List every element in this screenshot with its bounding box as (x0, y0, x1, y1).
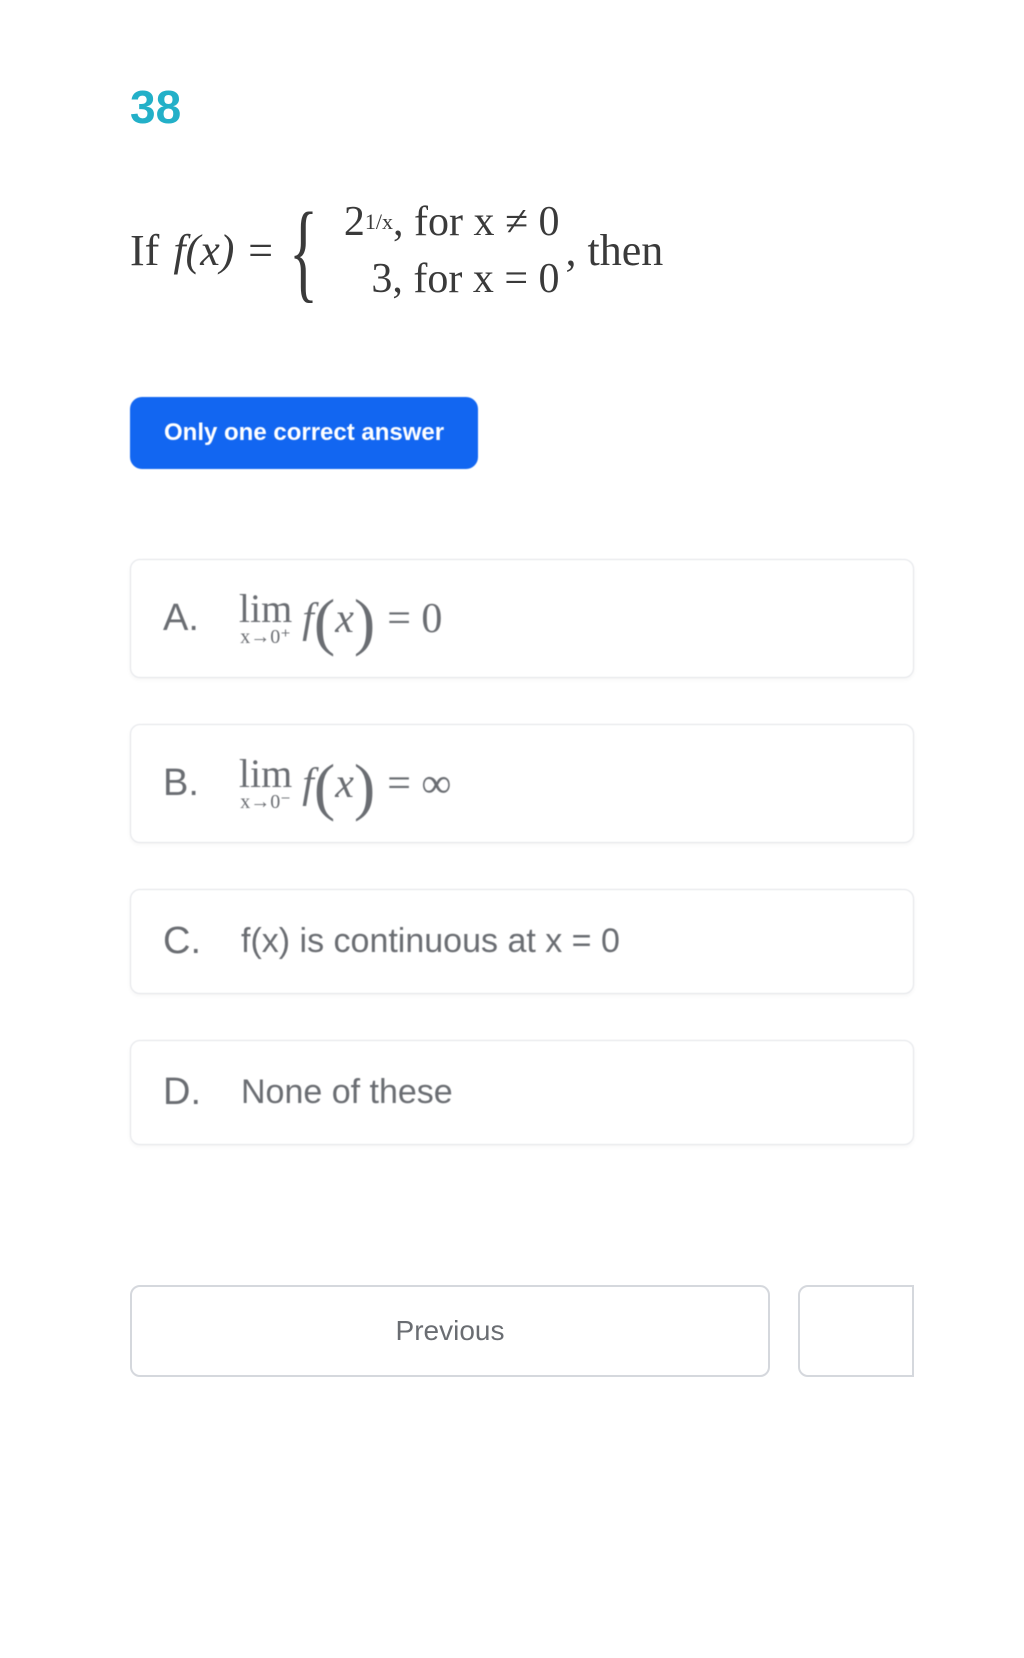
case1-cond: , for x ≠ 0 (393, 194, 560, 251)
left-brace: { (289, 207, 318, 295)
problem-if: If (130, 222, 159, 279)
problem-then: , then (566, 222, 664, 279)
case2: 3, for x = 0 (371, 251, 559, 308)
option-b-lim-sub: x→0⁻ (240, 793, 291, 812)
option-a-x: x (335, 595, 354, 643)
option-b-letter: B. (163, 762, 199, 805)
footer-buttons: Previous (130, 1285, 914, 1377)
option-b-lparen: ( (314, 765, 335, 810)
option-a-f: f (302, 595, 314, 643)
option-d-text: None of these (241, 1073, 453, 1112)
option-b-lim: lim (239, 755, 292, 793)
option-b-f: f (302, 760, 314, 808)
option-c-letter: C. (163, 920, 201, 963)
option-c[interactable]: C. f(x) is continuous at x = 0 (130, 889, 914, 994)
option-a-rparen: ) (354, 600, 375, 645)
problem-fx: f(x) = (173, 222, 275, 279)
problem-statement: If f(x) = { 2 1/x , for x ≠ 0 3, for x =… (130, 194, 914, 307)
question-number: 38 (130, 80, 914, 134)
option-a-lparen: ( (314, 600, 335, 645)
option-b-math: lim x→0⁻ f ( x ) = ∞ (239, 755, 451, 812)
option-a-lim-sub: x→0⁺ (240, 628, 291, 647)
option-b-rparen: ) (354, 765, 375, 810)
case1-exponent: 1/x (365, 207, 393, 237)
option-c-text: f(x) is continuous at x = 0 (241, 922, 620, 961)
option-d[interactable]: D. None of these (130, 1040, 914, 1145)
option-a-letter: A. (163, 597, 199, 640)
answer-type-badge: Only one correct answer (130, 397, 478, 469)
option-a-lim: lim (239, 590, 292, 628)
case1-base: 2 (344, 194, 365, 251)
option-b[interactable]: B. lim x→0⁻ f ( x ) = ∞ (130, 724, 914, 843)
option-a-rhs: = 0 (387, 595, 442, 643)
option-a[interactable]: A. lim x→0⁺ f ( x ) = 0 (130, 559, 914, 678)
option-d-letter: D. (163, 1071, 201, 1114)
problem-cases: { 2 1/x , for x ≠ 0 3, for x = 0 (281, 194, 559, 307)
next-button-partial[interactable] (798, 1285, 914, 1377)
previous-button[interactable]: Previous (130, 1285, 770, 1377)
option-b-x: x (335, 760, 354, 808)
option-a-math: lim x→0⁺ f ( x ) = 0 (239, 590, 442, 647)
options-list: A. lim x→0⁺ f ( x ) = 0 B. lim x→0⁻ f (130, 559, 914, 1145)
option-b-rhs: = ∞ (387, 760, 451, 808)
